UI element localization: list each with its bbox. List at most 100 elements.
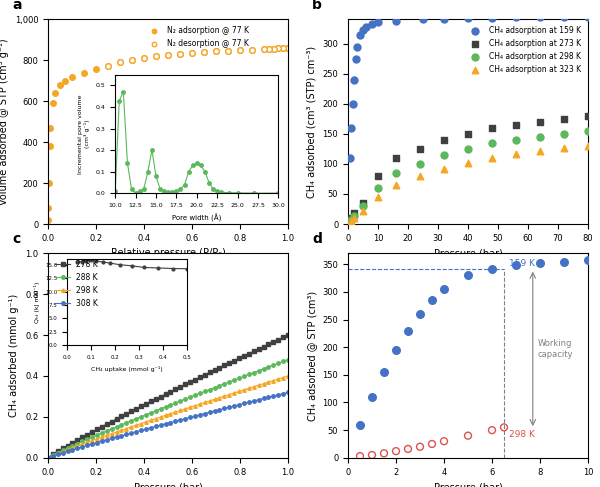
278 K	[94, 427, 101, 432]
CH₄ adsorption at 323 K	[373, 193, 383, 201]
308 K	[284, 390, 292, 395]
N₂ adsorption @ 77 K	[45, 205, 52, 210]
CH₄ adsorption at 323 K	[583, 142, 593, 150]
CH₄ adsorption at 298 K	[583, 127, 593, 135]
288 K	[54, 450, 61, 455]
308 K	[98, 438, 106, 444]
CH₄ adsorption at 273 K	[358, 199, 368, 207]
298 K	[118, 427, 125, 433]
CH₄ adsorption at 323 K	[344, 219, 354, 227]
288 K	[182, 396, 189, 402]
CH₄ adsorption at 323 K	[535, 147, 545, 154]
N₂ desorption @ 77 K	[275, 45, 282, 51]
CH₄ adsorption at 159 K	[344, 154, 354, 162]
278 K	[245, 351, 253, 356]
298 K	[113, 429, 120, 435]
298 K	[128, 424, 135, 430]
298 K	[133, 422, 140, 428]
298 K	[196, 401, 203, 407]
288 K	[230, 377, 238, 383]
Point	[403, 445, 413, 453]
308 K	[147, 425, 154, 431]
288 K	[176, 398, 184, 404]
298 K	[226, 392, 233, 397]
298 K	[64, 447, 71, 452]
298 K	[241, 387, 248, 393]
N₂ adsorption @ 77 K	[236, 47, 244, 53]
CH₄ adsorption at 323 K	[559, 144, 569, 151]
CH₄ adsorption at 159 K	[487, 14, 497, 21]
288 K	[133, 416, 140, 422]
X-axis label: Relative pressure (P/P₀): Relative pressure (P/P₀)	[110, 248, 226, 258]
CH₄ adsorption at 323 K	[439, 165, 449, 172]
N₂ adsorption @ 77 K	[265, 46, 272, 52]
298 K	[123, 426, 130, 431]
CH₄ adsorption at 273 K	[439, 136, 449, 144]
N₂ desorption @ 77 K	[140, 56, 148, 61]
278 K	[221, 362, 228, 368]
308 K	[280, 391, 287, 396]
298 K	[187, 404, 194, 410]
278 K	[260, 344, 267, 350]
N₂ desorption @ 77 K	[224, 48, 232, 54]
Point	[427, 296, 437, 304]
278 K	[162, 391, 169, 397]
308 K	[74, 446, 81, 451]
N₂ adsorption @ 77 K	[92, 66, 100, 72]
278 K	[182, 381, 189, 387]
308 K	[191, 413, 199, 419]
CH₄ adsorption at 159 K	[350, 55, 360, 62]
278 K	[118, 413, 125, 419]
278 K	[123, 411, 130, 417]
298 K	[284, 373, 292, 379]
298 K	[270, 377, 277, 383]
Legend: 278 K, 288 K, 298 K, 308 K: 278 K, 288 K, 298 K, 308 K	[52, 257, 101, 311]
308 K	[152, 424, 160, 430]
288 K	[88, 434, 95, 440]
CH₄ adsorption at 273 K	[373, 172, 383, 180]
308 K	[44, 455, 52, 461]
278 K	[133, 406, 140, 412]
N₂ adsorption @ 77 K	[49, 100, 56, 106]
288 K	[142, 412, 149, 418]
308 K	[162, 421, 169, 427]
288 K	[83, 436, 91, 442]
308 K	[275, 392, 282, 398]
CH₄ adsorption at 159 K	[355, 31, 365, 38]
CH₄ adsorption at 159 K	[349, 76, 359, 84]
288 K	[79, 438, 86, 444]
288 K	[245, 372, 253, 377]
278 K	[142, 401, 149, 407]
288 K	[235, 375, 242, 381]
Line: 288 K: 288 K	[46, 358, 290, 460]
288 K	[137, 414, 145, 420]
Text: c: c	[12, 232, 20, 246]
288 K	[265, 364, 272, 370]
CH₄ adsorption at 159 K	[559, 13, 569, 21]
N₂ adsorption @ 77 K	[46, 180, 53, 186]
CH₄ adsorption at 159 K	[348, 100, 358, 108]
N₂ adsorption @ 77 K	[44, 217, 52, 223]
CH₄ adsorption at 273 K	[487, 124, 497, 131]
Point	[367, 393, 377, 401]
308 K	[201, 411, 208, 416]
308 K	[241, 400, 248, 406]
Point	[559, 258, 569, 265]
X-axis label: Pressure (bar): Pressure (bar)	[134, 482, 202, 487]
308 K	[196, 412, 203, 418]
Line: 308 K: 308 K	[46, 391, 290, 460]
288 K	[226, 379, 233, 385]
N₂ desorption @ 77 K	[280, 45, 287, 51]
278 K	[284, 332, 292, 338]
Line: N₂ desorption @ 77 K: N₂ desorption @ 77 K	[105, 45, 291, 68]
308 K	[94, 440, 101, 446]
288 K	[167, 402, 174, 408]
288 K	[196, 391, 203, 396]
288 K	[128, 418, 135, 424]
288 K	[216, 383, 223, 389]
298 K	[235, 389, 242, 394]
298 K	[44, 455, 52, 461]
308 K	[245, 399, 253, 405]
N₂ adsorption @ 77 K	[284, 45, 292, 51]
278 K	[270, 339, 277, 345]
